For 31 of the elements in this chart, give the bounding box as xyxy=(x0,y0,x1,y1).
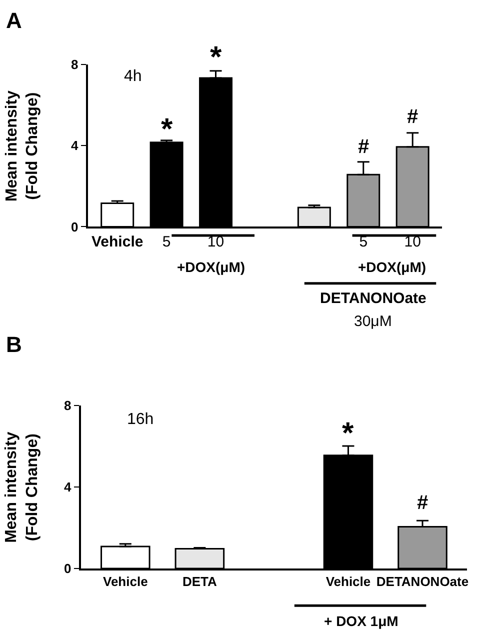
y-tick-label: 0 xyxy=(70,219,78,234)
text: +DOX(μM) xyxy=(358,259,426,275)
y-axis-title: Mean intensity (Fold Change) xyxy=(3,90,42,202)
x-tick-label: Vehicle xyxy=(91,234,144,251)
chart-title: A xyxy=(6,8,22,33)
annotation: * xyxy=(210,41,222,74)
y-tick-label: 8 xyxy=(64,398,72,413)
y-tick-label: 4 xyxy=(70,138,79,154)
x-tick-label: Vehicle xyxy=(326,574,371,590)
annotation: # xyxy=(407,106,418,128)
x-tick-label: 10 xyxy=(404,234,421,251)
text: +DOX(μM) xyxy=(177,259,246,275)
chart-title: B xyxy=(6,332,22,357)
annotation: # xyxy=(417,492,428,514)
x-tick-label: 10 xyxy=(207,234,224,251)
x-tick-label: 5 xyxy=(162,234,171,251)
y-tick-label: 4 xyxy=(64,480,72,495)
y-axis-title: Mean intensity (Fold Change) xyxy=(2,432,41,543)
x-tick-label: Vehicle xyxy=(102,574,148,590)
text: 30μM xyxy=(354,313,392,330)
annotation: * xyxy=(161,113,173,146)
text: DETANONOate xyxy=(320,290,426,307)
annotation: * xyxy=(342,417,354,450)
annotation: 4h xyxy=(124,68,142,85)
x-tick-label: DETA xyxy=(182,574,218,590)
text: + DOX 1μM xyxy=(324,613,398,629)
annotation: # xyxy=(358,136,370,158)
annotation: 16h xyxy=(127,411,154,428)
y-tick-label: 8 xyxy=(70,57,78,72)
x-tick-label: DETANONOate xyxy=(376,574,469,590)
y-tick-label: 0 xyxy=(64,561,72,576)
